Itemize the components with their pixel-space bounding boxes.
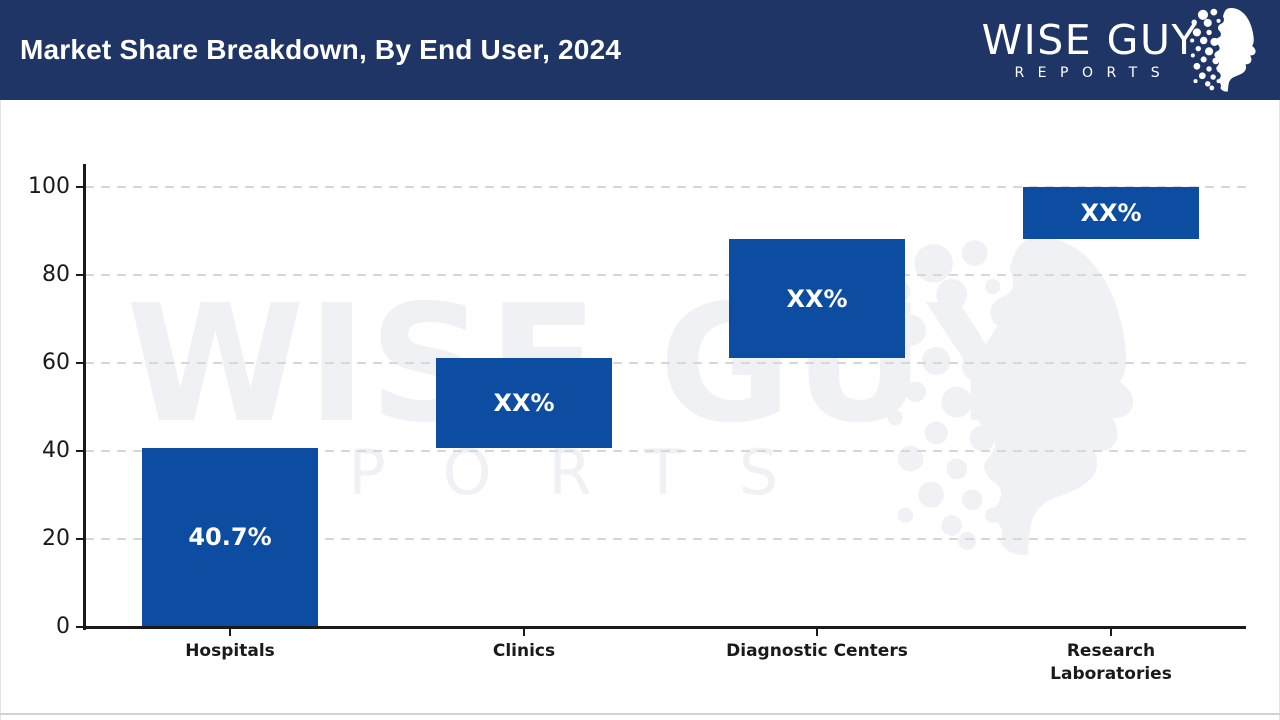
gridline: [85, 449, 1246, 452]
y-tick-label: 100: [28, 173, 70, 199]
gridline: [85, 185, 1246, 188]
y-tick-mark: [76, 449, 85, 452]
x-category-label: Clinics: [492, 641, 556, 661]
header: Market Share Breakdown, By End User, 202…: [0, 0, 1280, 100]
y-tick-mark: [76, 537, 85, 540]
bar: [436, 358, 612, 448]
x-category-label: Diagnostic Centers: [726, 641, 908, 661]
gridline: [85, 361, 1246, 364]
x-tick-mark: [1110, 629, 1112, 636]
bar: [729, 239, 905, 359]
y-tick-label: 80: [42, 261, 70, 287]
x-category-label: Hospitals: [185, 641, 275, 661]
logo-text: WISE GUY REPORTS: [981, 16, 1198, 81]
y-tick-mark: [76, 273, 85, 276]
x-tick-mark: [229, 629, 231, 636]
y-tick-label: 20: [42, 525, 70, 551]
watermark-head-icon: [884, 237, 1134, 556]
logo-head-icon: [1190, 8, 1256, 92]
bar-value-label: XX%: [1080, 199, 1142, 228]
x-axis-line: [83, 626, 1246, 629]
x-tick-mark: [523, 629, 525, 636]
x-category-label: Research Laboratories: [1050, 641, 1172, 684]
y-tick-mark: [76, 626, 85, 628]
y-axis-line: [83, 164, 86, 630]
chart-title: Market Share Breakdown, By End User, 202…: [20, 34, 622, 65]
gridline: [85, 273, 1246, 276]
bar: [142, 447, 318, 627]
bar: [1023, 186, 1199, 240]
bar-value-label: 40.7%: [188, 523, 272, 552]
bar-value-label: XX%: [493, 389, 555, 418]
gridline: [85, 537, 1246, 540]
x-tick-mark: [816, 629, 818, 636]
y-tick-mark: [76, 361, 85, 364]
wise-guy-reports-logo: WISE GUY REPORTS: [982, 6, 1264, 94]
y-tick-label: 40: [42, 437, 70, 463]
footer-divider: [0, 713, 1280, 715]
y-tick-label: 0: [56, 614, 70, 639]
y-tick-mark: [76, 185, 85, 188]
bar-value-label: XX%: [786, 284, 848, 313]
logo-wordmark: WISE GUY: [981, 16, 1198, 64]
y-tick-label: 60: [42, 349, 70, 375]
logo-subtitle: REPORTS: [1014, 65, 1174, 81]
